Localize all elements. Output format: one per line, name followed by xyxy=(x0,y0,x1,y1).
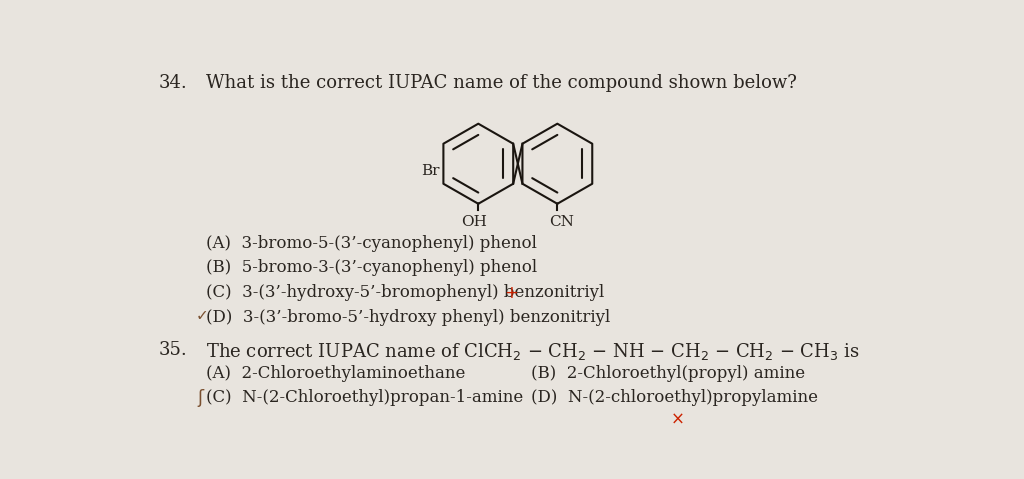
Text: (D)  3-(3’-bromo-5’-hydroxy phenyl) benzonitriyl: (D) 3-(3’-bromo-5’-hydroxy phenyl) benzo… xyxy=(206,308,609,326)
Text: (A)  2-Chloroethylaminoethane: (A) 2-Chloroethylaminoethane xyxy=(206,365,465,382)
Text: ×: × xyxy=(671,410,684,428)
Text: 35.: 35. xyxy=(159,341,187,359)
Text: (C)  3-(3’-hydroxy-5’-bromophenyl) benzonitriyl: (C) 3-(3’-hydroxy-5’-bromophenyl) benzon… xyxy=(206,284,604,301)
Text: OH: OH xyxy=(462,215,487,228)
Text: CN: CN xyxy=(549,215,573,228)
Text: +: + xyxy=(504,284,518,302)
Text: What is the correct IUPAC name of the compound shown below?: What is the correct IUPAC name of the co… xyxy=(206,74,797,92)
Text: Br: Br xyxy=(421,164,439,178)
Text: 34.: 34. xyxy=(159,74,187,92)
Text: (C)  N-(2-Chloroethyl)propan-1-amine: (C) N-(2-Chloroethyl)propan-1-amine xyxy=(206,388,522,406)
Text: The correct IUPAC name of ClCH$_2$ $-$ CH$_2$ $-$ NH $-$ CH$_2$ $-$ CH$_2$ $-$ C: The correct IUPAC name of ClCH$_2$ $-$ C… xyxy=(206,341,859,362)
Text: ✓: ✓ xyxy=(197,308,209,323)
Text: (D)  N-(2-chloroethyl)propylamine: (D) N-(2-chloroethyl)propylamine xyxy=(531,388,818,406)
Text: ʃ: ʃ xyxy=(198,388,204,407)
Text: (B)  2-Chloroethyl(propyl) amine: (B) 2-Chloroethyl(propyl) amine xyxy=(531,365,805,382)
Text: (B)  5-bromo-3-(3’-cyanophenyl) phenol: (B) 5-bromo-3-(3’-cyanophenyl) phenol xyxy=(206,259,537,276)
Text: (A)  3-bromo-5-(3’-cyanophenyl) phenol: (A) 3-bromo-5-(3’-cyanophenyl) phenol xyxy=(206,235,537,251)
